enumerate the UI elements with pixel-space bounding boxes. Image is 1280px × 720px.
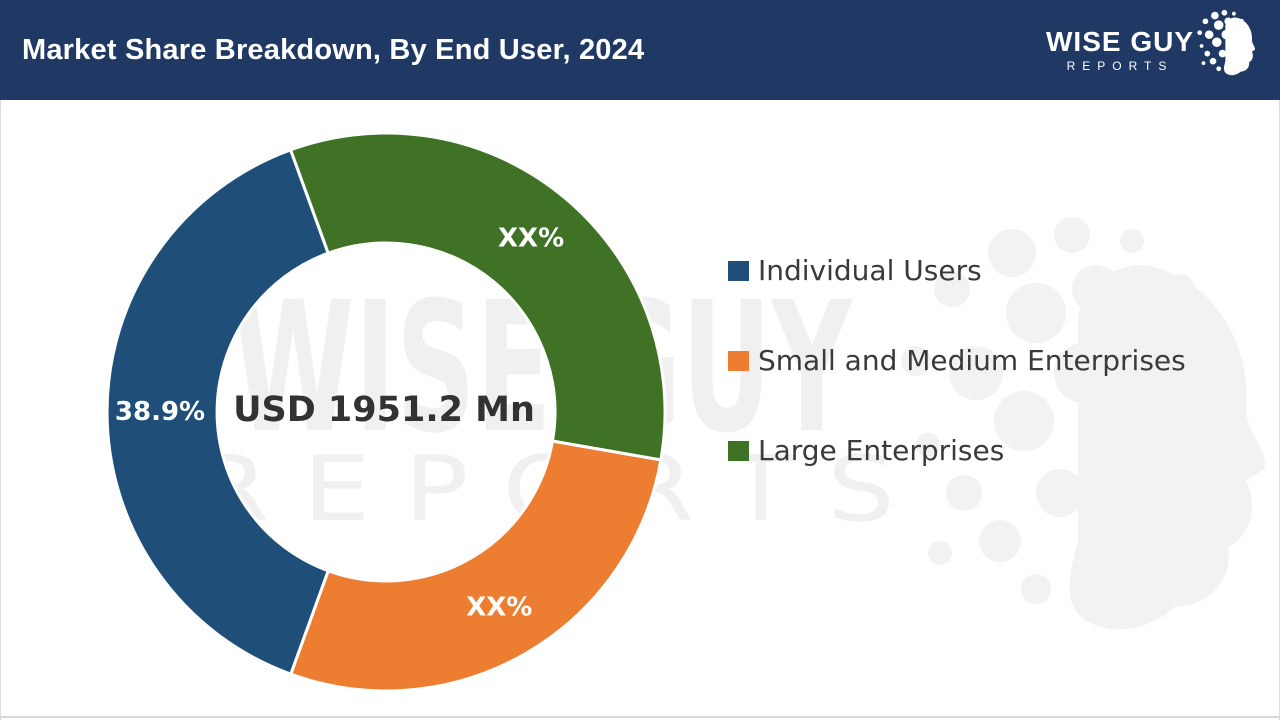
center-value: USD 1951.2 Mn — [233, 390, 535, 430]
wise-guy-logo: WISE GUY REPORTS — [1012, 0, 1262, 100]
donut-segment-large-enterprises — [288, 131, 667, 462]
legend-label-large-enterprises: Large Enterprises — [758, 434, 1005, 467]
segment-label-small-and-medium-enterprises: XX% — [466, 593, 532, 623]
logo-brand-sub: REPORTS — [1066, 59, 1174, 73]
legend-item-large-enterprises: Large Enterprises — [728, 437, 1186, 465]
legend-swatch-small-and-medium-enterprises — [728, 351, 749, 371]
legend-swatch-large-enterprises — [728, 441, 749, 461]
logo-text: WISE GUY REPORTS — [1046, 27, 1194, 74]
logo-brand-name: WISE GUY — [1045, 26, 1194, 57]
legend: Individual Users Small and Medium Enterpr… — [728, 257, 1186, 527]
legend-label-individual-users: Individual Users — [758, 254, 982, 287]
page-title: Market Share Breakdown, By End User, 202… — [22, 33, 645, 66]
legend-item-small-and-medium-enterprises: Small and Medium Enterprises — [728, 347, 1186, 375]
legend-label-small-and-medium-enterprises: Small and Medium Enterprises — [758, 344, 1186, 377]
donut-segment-individual-users — [105, 147, 331, 677]
header-bar: Market Share Breakdown, By End User, 202… — [0, 0, 1280, 100]
segment-label-large-enterprises: XX% — [498, 224, 564, 254]
legend-item-individual-users: Individual Users — [728, 257, 1186, 285]
segment-label-individual-users: 38.9% — [115, 397, 205, 427]
donut-segments: 38.9% XX% XX% — [105, 131, 667, 693]
market-share-donut-chart: WISE GUY R E P O R T S 38.9%XX%XX% USD 1… — [105, 131, 1265, 693]
bottom-rule — [0, 716, 1280, 718]
donut-segment-small-and-medium-enterprises — [288, 439, 663, 693]
legend-swatch-individual-users — [728, 261, 749, 281]
logo-head-icon — [1197, 9, 1255, 76]
